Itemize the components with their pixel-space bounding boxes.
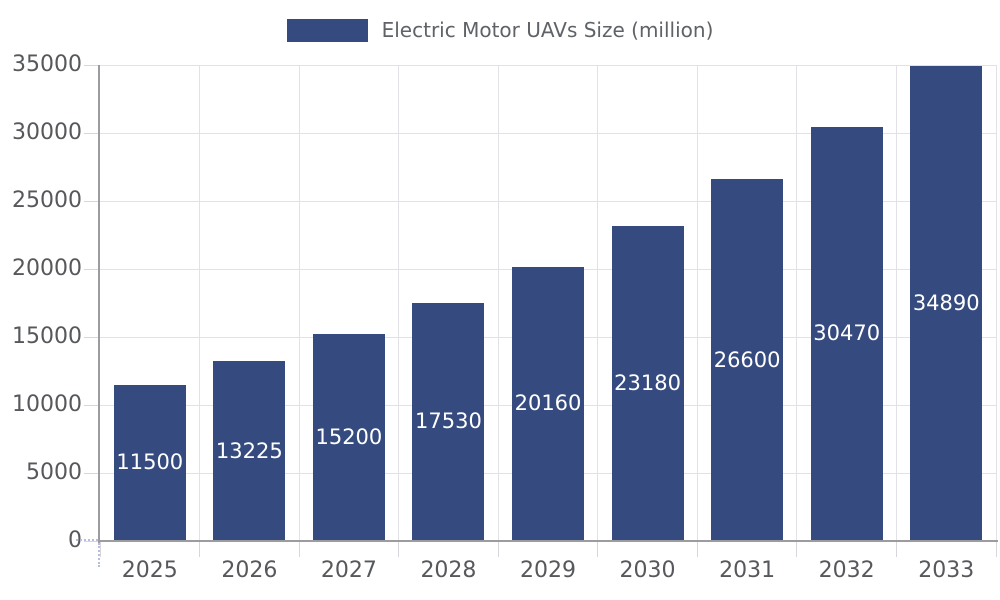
x-tick-label: 2032 bbox=[818, 558, 875, 583]
bar-value-label: 26600 bbox=[713, 347, 781, 372]
gridline-vertical bbox=[298, 65, 300, 541]
y-tick-label: 25000 bbox=[12, 188, 82, 213]
x-tick-label: 2033 bbox=[918, 558, 975, 583]
gridline-vertical bbox=[497, 65, 499, 541]
bar-value-label: 30470 bbox=[813, 321, 881, 346]
bar-value-label: 17530 bbox=[415, 409, 482, 434]
y-tick-label: 0 bbox=[68, 528, 82, 553]
bar-2026: 13225 bbox=[213, 361, 286, 541]
y-tick-label: 35000 bbox=[12, 52, 82, 77]
x-tick-mark bbox=[895, 541, 897, 557]
origin-dashed-guide-horizontal bbox=[76, 539, 98, 541]
gridline-horizontal bbox=[100, 200, 996, 202]
x-tick-mark bbox=[597, 541, 599, 557]
legend-label: Electric Motor UAVs Size (million) bbox=[381, 18, 714, 42]
x-tick-label: 2026 bbox=[221, 558, 278, 583]
bar-value-label: 15200 bbox=[315, 425, 383, 450]
y-tick-mark bbox=[84, 472, 100, 474]
x-tick-label: 2028 bbox=[420, 558, 477, 583]
x-tick-mark bbox=[696, 541, 698, 557]
bar-value-label: 20160 bbox=[514, 391, 582, 416]
y-tick-label: 10000 bbox=[12, 392, 82, 417]
bar-2031: 26600 bbox=[711, 179, 784, 541]
bar-2032: 30470 bbox=[810, 126, 883, 541]
gridline-vertical bbox=[398, 65, 400, 541]
x-tick-mark bbox=[199, 541, 201, 557]
gridline-vertical bbox=[895, 65, 897, 541]
x-tick-label: 2027 bbox=[320, 558, 377, 583]
x-tick-label: 2029 bbox=[520, 558, 576, 583]
y-tick-mark bbox=[84, 64, 100, 66]
y-tick-label: 5000 bbox=[26, 460, 82, 485]
x-tick-label: 2025 bbox=[121, 558, 178, 583]
bar-value-label: 11500 bbox=[116, 450, 184, 475]
y-tick-mark bbox=[84, 336, 100, 338]
legend-swatch bbox=[286, 18, 368, 42]
gridline-vertical bbox=[796, 65, 798, 541]
bar-value-label: 23180 bbox=[614, 370, 681, 395]
y-tick-mark bbox=[84, 268, 100, 270]
gridline-vertical bbox=[696, 65, 698, 541]
gridline-horizontal bbox=[100, 132, 996, 134]
y-tick-mark bbox=[84, 132, 100, 134]
x-tick-mark bbox=[298, 541, 300, 557]
gridline-vertical bbox=[199, 65, 201, 541]
bar-value-label: 34890 bbox=[912, 291, 980, 316]
bar-2030: 23180 bbox=[611, 225, 684, 541]
gridline-horizontal bbox=[100, 64, 996, 66]
gridline-vertical bbox=[995, 65, 997, 541]
y-tick-mark bbox=[84, 540, 100, 542]
gridline-vertical bbox=[597, 65, 599, 541]
x-tick-mark bbox=[99, 541, 101, 557]
y-axis-line bbox=[98, 65, 100, 543]
y-tick-mark bbox=[84, 404, 100, 406]
x-tick-mark bbox=[995, 541, 997, 557]
chart-legend[interactable]: Electric Motor UAVs Size (million) bbox=[0, 18, 1000, 42]
bar-value-label: 13225 bbox=[215, 438, 283, 463]
x-tick-label: 2030 bbox=[619, 558, 676, 583]
origin-dashed-guide-vertical bbox=[98, 543, 100, 567]
x-tick-mark bbox=[398, 541, 400, 557]
bar-2025: 11500 bbox=[113, 384, 186, 541]
bar-2027: 15200 bbox=[312, 334, 385, 541]
y-tick-label: 15000 bbox=[12, 324, 82, 349]
bar-2033: 34890 bbox=[910, 66, 983, 541]
x-tick-mark bbox=[497, 541, 499, 557]
x-tick-mark bbox=[796, 541, 798, 557]
bar-2029: 20160 bbox=[512, 266, 584, 541]
x-axis-line bbox=[98, 540, 998, 542]
bar-2028: 17530 bbox=[412, 302, 485, 541]
y-tick-label: 20000 bbox=[12, 256, 82, 281]
y-tick-mark bbox=[84, 200, 100, 202]
x-tick-label: 2031 bbox=[719, 558, 776, 583]
y-tick-label: 30000 bbox=[12, 120, 82, 145]
